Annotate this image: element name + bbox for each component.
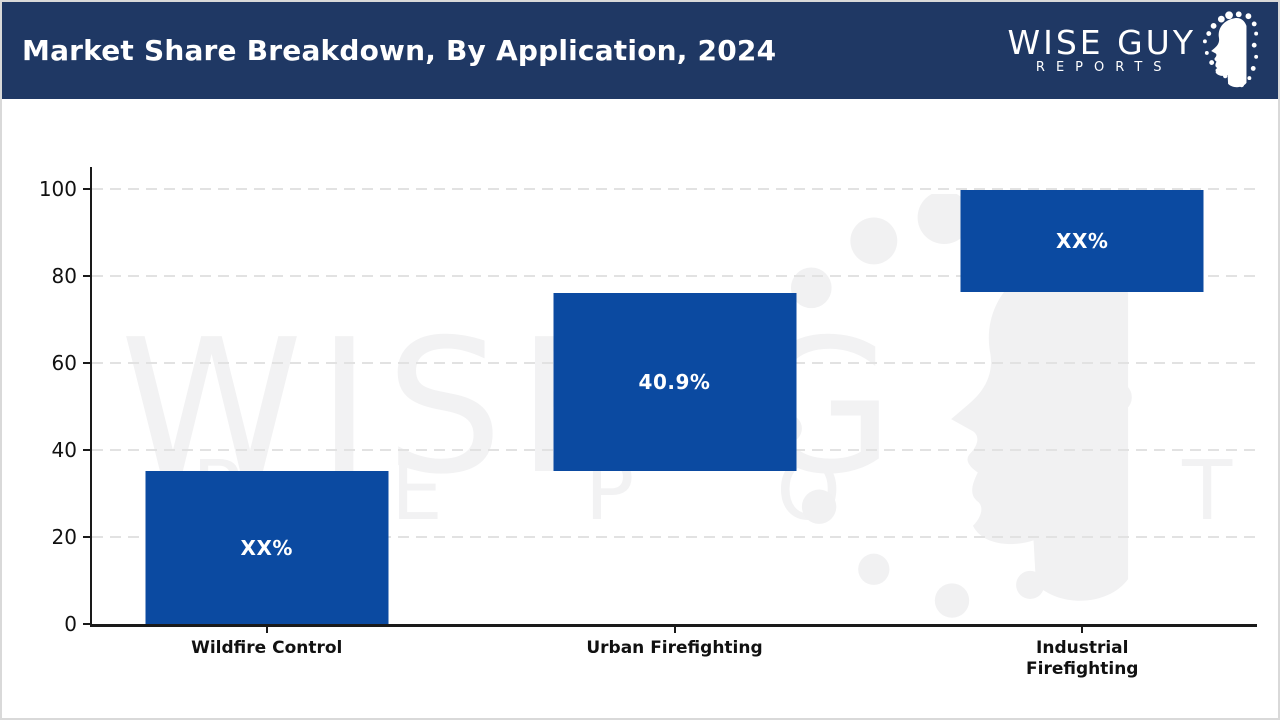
bar-wildfire-control: XX% <box>145 471 389 624</box>
chart-area: WISE G Y R E P O R T S 020406080100XX%Wi… <box>2 99 1278 718</box>
gridline <box>92 535 1257 538</box>
bar-urban-firefighting: 40.9% <box>553 292 796 471</box>
x-axis-tick-mark <box>265 627 268 633</box>
x-axis-category-label: Wildfire Control <box>191 638 343 658</box>
y-axis-tick-mark <box>83 535 92 538</box>
gridline <box>92 274 1257 277</box>
bar-industrial-firefighting: XX% <box>960 189 1204 292</box>
logo-primary-text: WISE GUY <box>1007 22 1196 62</box>
y-axis-tick-mark <box>83 361 92 364</box>
y-axis-tick-label: 40 <box>51 437 77 462</box>
y-axis-tick-mark <box>83 623 92 625</box>
y-axis-tick-label: 80 <box>51 263 77 288</box>
y-axis-tick-label: 0 <box>64 612 77 636</box>
y-axis-tick-label: 20 <box>51 524 77 549</box>
bar-value-label: XX% <box>240 535 293 560</box>
page-title: Market Share Breakdown, By Application, … <box>22 34 777 67</box>
wiseguy-logo: WISE GUY REPORTS <box>1007 10 1260 91</box>
x-axis-tick-mark <box>673 627 676 633</box>
y-axis-tick-label: 60 <box>51 350 77 375</box>
gridline <box>92 187 1257 190</box>
x-axis-category-label: Urban Firefighting <box>586 638 763 658</box>
header: Market Share Breakdown, By Application, … <box>2 2 1278 99</box>
y-axis-tick-label: 100 <box>38 176 77 201</box>
plot-area: 0 20 40 60 80 100 XX% Wildfire Control 40.9% Urba… <box>39 167 1257 679</box>
bar-value-label: XX% <box>1056 228 1109 253</box>
y-axis-tick-mark <box>83 448 92 451</box>
x-axis-tick-mark <box>1081 627 1084 633</box>
x-axis-category-label: Industrial Firefighting <box>1026 638 1139 680</box>
bar-value-label: 40.9% <box>638 369 711 394</box>
dotted-face-profile-icon <box>1202 10 1259 87</box>
logo-secondary-text: REPORTS <box>1035 60 1173 76</box>
logo-text: WISE GUY REPORTS <box>1007 22 1196 76</box>
y-axis-tick-mark <box>83 187 92 190</box>
y-axis-tick-mark <box>83 274 92 277</box>
